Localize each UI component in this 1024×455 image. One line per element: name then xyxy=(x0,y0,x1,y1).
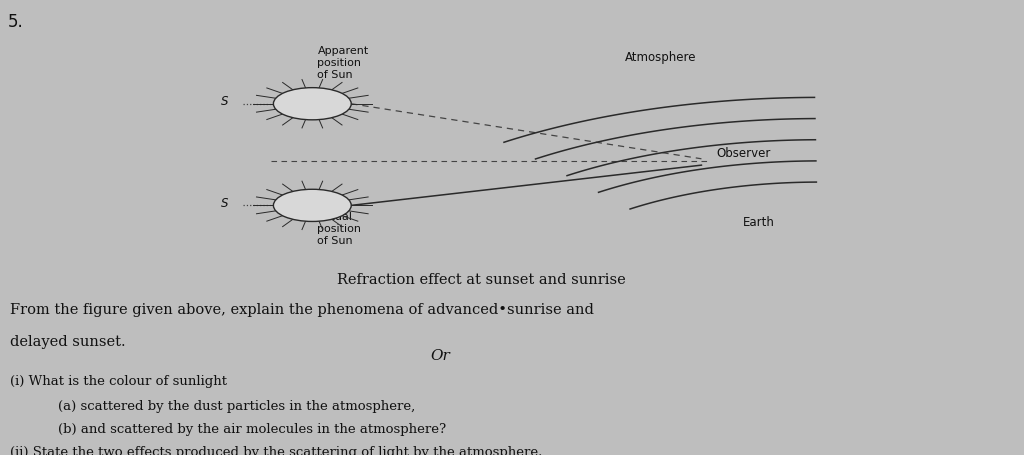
Circle shape xyxy=(273,189,351,222)
Text: Refraction effect at sunset and sunrise: Refraction effect at sunset and sunrise xyxy=(337,273,626,287)
Text: Or: Or xyxy=(430,349,451,364)
Text: Atmosphere: Atmosphere xyxy=(625,51,696,64)
Text: 5.: 5. xyxy=(8,13,24,30)
Text: Observer: Observer xyxy=(717,147,771,160)
Text: delayed sunset.: delayed sunset. xyxy=(10,334,126,349)
Text: Apparent
position
of Sun: Apparent position of Sun xyxy=(317,46,369,81)
Text: Actual
position
of Sun: Actual position of Sun xyxy=(317,212,361,246)
Text: (b) and scattered by the air molecules in the atmosphere?: (b) and scattered by the air molecules i… xyxy=(41,424,446,436)
Text: (i) What is the colour of sunlight: (i) What is the colour of sunlight xyxy=(10,375,227,388)
Text: S: S xyxy=(220,95,228,108)
Text: From the figure given above, explain the phenomena of advanced•sunrise and: From the figure given above, explain the… xyxy=(10,303,594,317)
Circle shape xyxy=(273,88,351,120)
Text: S: S xyxy=(220,197,228,210)
Text: (a) scattered by the dust particles in the atmosphere,: (a) scattered by the dust particles in t… xyxy=(41,400,415,413)
Text: Earth: Earth xyxy=(742,216,774,229)
Text: (ii) State the two effects produced by the scattering of light by the atmosphere: (ii) State the two effects produced by t… xyxy=(10,446,543,455)
